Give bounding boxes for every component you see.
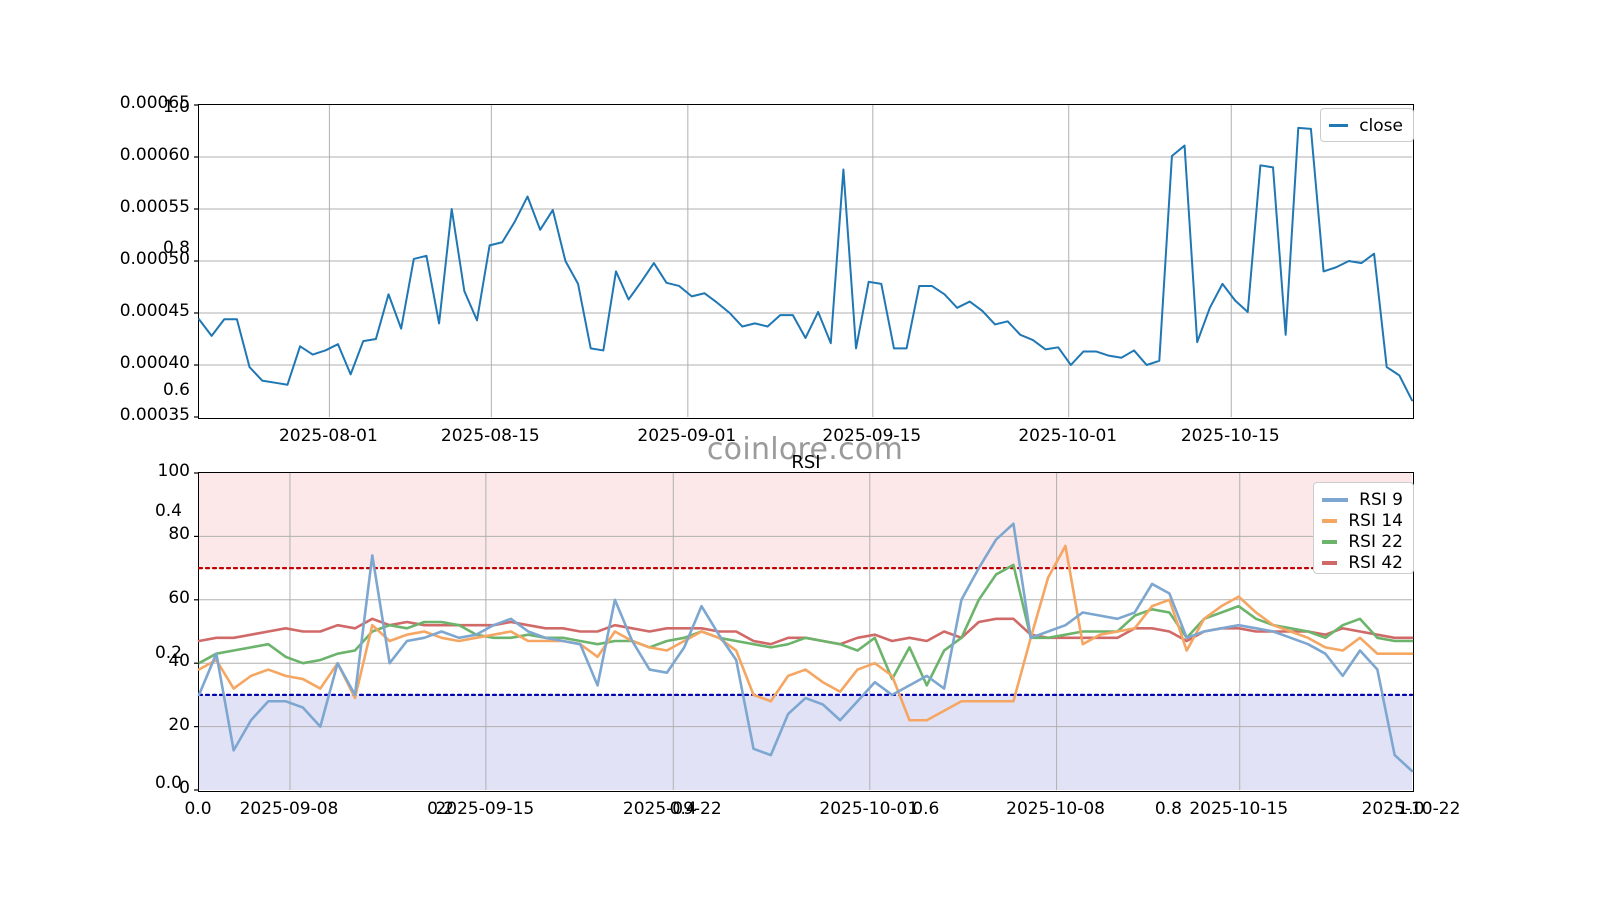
- price-y-tick-0.00045: 0.00045: [119, 301, 190, 321]
- rsi-y-tick-40: 40: [168, 651, 190, 672]
- price-y-tick-0.00040: 0.00040: [119, 353, 190, 373]
- price-x-tick-2025-09-15: 2025-09-15: [822, 426, 922, 446]
- rsi-panel-title: RSI: [791, 452, 821, 473]
- legend-label: close: [1359, 115, 1403, 136]
- legend-label: RSI 9: [1359, 489, 1403, 510]
- legend-line-swatch-icon: [1322, 539, 1338, 544]
- price-y-tick-0.00035: 0.00035: [119, 405, 190, 425]
- rsi-x-tick-2025-10-15: 2025-10-15: [1189, 799, 1289, 819]
- price-y-tick-0.00065: 0.00065: [119, 93, 190, 113]
- price-x-tick-2025-10-01: 2025-10-01: [1018, 426, 1118, 446]
- site-watermark: coinlore.com: [706, 432, 904, 467]
- rsi-secondary-x-tick-0.2: 0.2: [427, 799, 455, 819]
- legend-label: RSI 14: [1348, 510, 1403, 531]
- rsi-y-tick-60: 60: [168, 587, 190, 608]
- rsi-y-tick-80: 80: [168, 524, 190, 545]
- rsi-secondary-y-tick-0.0: 0.0: [154, 773, 182, 793]
- rsi-y-tick-0: 0: [179, 778, 190, 798]
- rsi-chart-legend[interactable]: RSI 9 RSI 14 RSI 22 RSI 42: [1313, 482, 1414, 574]
- price-secondary-y-tick-0.6: 0.6: [162, 380, 190, 400]
- rsi-x-tick-2025-10-01: 2025-10-01: [819, 799, 919, 819]
- rsi-x-tick-2025-09-15: 2025-09-15: [435, 799, 535, 819]
- rsi-x-tick-2025-10-22: 2025-10-22: [1361, 799, 1461, 819]
- price-secondary-y-tick-0.8: 0.8: [162, 238, 190, 258]
- legend-item-rsi-9[interactable]: RSI 9: [1322, 489, 1403, 510]
- price-y-tick-0.00055: 0.00055: [119, 197, 190, 217]
- legend-item-close[interactable]: close: [1329, 115, 1403, 136]
- rsi-secondary-x-tick-0.8: 0.8: [1154, 799, 1182, 819]
- rsi-y-tick-20: 20: [168, 714, 190, 735]
- rsi-secondary-x-tick-1.0: 1.0: [1397, 799, 1425, 819]
- price-x-tick-2025-10-15: 2025-10-15: [1180, 426, 1280, 446]
- rsi-x-tick-2025-09-22: 2025-09-22: [622, 799, 722, 819]
- price-secondary-y-tick-1.0: 1.0: [162, 97, 190, 117]
- price-y-tick-0.00050: 0.00050: [119, 249, 190, 269]
- rsi-secondary-y-tick-0.2: 0.2: [154, 643, 182, 663]
- rsi-chart-panel: [194, 472, 1414, 792]
- price-chart-legend[interactable]: close: [1320, 108, 1414, 142]
- rsi-x-tick-2025-09-08: 2025-09-08: [239, 799, 339, 819]
- legend-item-rsi-22[interactable]: RSI 22: [1322, 531, 1403, 552]
- price-plot-area: [194, 104, 1413, 418]
- rsi-y-tick-100: 100: [157, 461, 190, 481]
- price-chart-panel: [194, 104, 1414, 419]
- rsi-secondary-y-tick-0.4: 0.4: [154, 501, 182, 521]
- rsi-secondary-x-tick-0.6: 0.6: [912, 799, 940, 819]
- legend-line-swatch-icon: [1329, 124, 1349, 127]
- price-x-tick-2025-08-01: 2025-08-01: [278, 426, 378, 446]
- legend-item-rsi-14[interactable]: RSI 14: [1322, 510, 1403, 531]
- price-y-tick-0.00060: 0.00060: [119, 145, 190, 165]
- legend-line-swatch-icon: [1322, 518, 1338, 523]
- price-x-tick-2025-08-15: 2025-08-15: [440, 426, 540, 446]
- legend-label: RSI 42: [1348, 552, 1403, 573]
- rsi-x-tick-2025-10-08: 2025-10-08: [1006, 799, 1105, 819]
- legend-label: RSI 22: [1348, 531, 1403, 552]
- legend-line-swatch-icon: [1322, 497, 1349, 502]
- rsi-secondary-x-tick-0.0: 0.0: [184, 799, 212, 819]
- price-x-tick-2025-09-01: 2025-09-01: [637, 426, 737, 446]
- rsi-plot-area: [194, 472, 1414, 791]
- legend-line-swatch-icon: [1322, 560, 1338, 565]
- rsi-secondary-x-tick-0.4: 0.4: [669, 799, 697, 819]
- legend-item-rsi-42[interactable]: RSI 42: [1322, 552, 1403, 573]
